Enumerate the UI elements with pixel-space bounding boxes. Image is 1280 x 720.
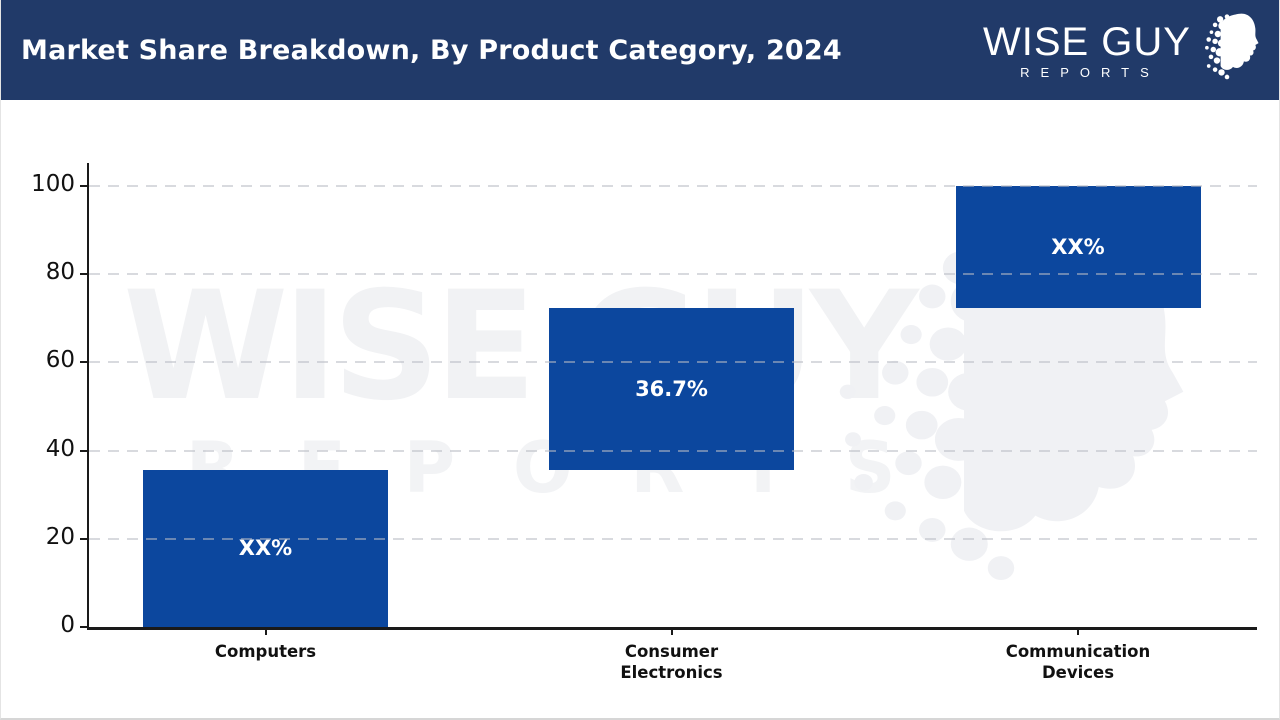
bar-value-label: XX% <box>1051 235 1105 260</box>
y-axis-tick <box>80 361 89 364</box>
logo-face-icon <box>1205 13 1259 80</box>
x-axis-tick <box>670 627 673 635</box>
gridline <box>89 361 1257 364</box>
y-axis-tick <box>80 449 89 452</box>
y-tick-label: 0 <box>60 612 75 638</box>
logo-wordmark: WISE GUY <box>982 19 1191 64</box>
y-axis-tick <box>80 626 89 628</box>
y-axis-tick <box>80 537 89 540</box>
logo-subtitle: REPORTS <box>1020 64 1160 80</box>
y-tick-label: 80 <box>45 259 75 286</box>
y-axis-line <box>87 163 89 630</box>
x-axis-tick <box>264 627 267 635</box>
y-axis-tick <box>80 273 89 276</box>
bar-value-label: XX% <box>238 536 293 561</box>
bar: XX% <box>955 186 1201 309</box>
y-tick-label: 100 <box>31 171 75 197</box>
x-category-label: Consumer Electronics <box>620 642 723 683</box>
y-tick-label: 20 <box>45 523 75 550</box>
logo-text: WISE GUY REPORTS <box>983 22 1191 79</box>
y-tick-label: 60 <box>45 347 75 374</box>
bar-value-label: 36.7% <box>635 377 708 402</box>
bar: XX% <box>143 470 388 627</box>
page-title: Market Share Breakdown, By Product Categ… <box>21 34 842 66</box>
gridline <box>89 185 1257 187</box>
header-bar: Market Share Breakdown, By Product Categ… <box>1 0 1279 100</box>
bar: 36.7% <box>549 308 794 470</box>
x-axis-tick <box>1077 627 1079 635</box>
x-category-label: Communication Devices <box>1005 642 1151 683</box>
gridline <box>89 273 1257 276</box>
wise-guy-reports-logo: WISE GUY REPORTS <box>983 10 1259 90</box>
y-axis-tick <box>80 185 89 187</box>
x-category-label: Computers <box>214 642 317 661</box>
x-axis-line <box>87 627 1257 630</box>
gridline <box>89 537 1257 540</box>
gridline <box>89 449 1257 452</box>
y-tick-label: 40 <box>45 435 75 462</box>
